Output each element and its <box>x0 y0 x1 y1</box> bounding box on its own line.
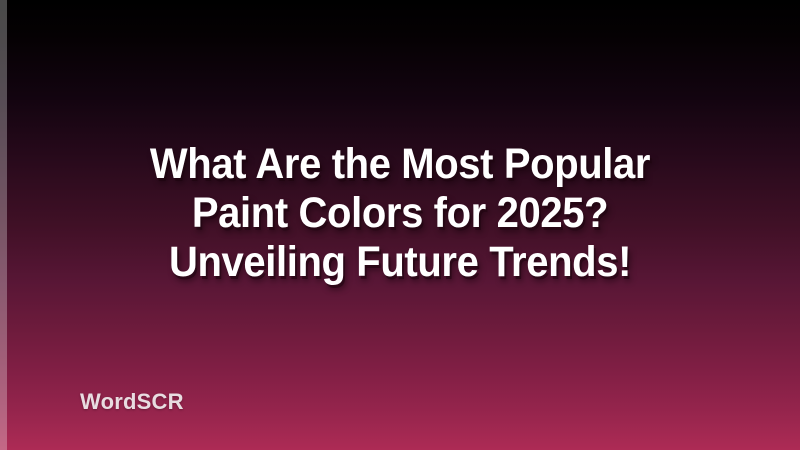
title-line-3: Unveiling Future Trends! <box>168 238 632 286</box>
page-title: What Are the Most Popular Paint Colors f… <box>0 143 800 284</box>
title-line-2: Paint Colors for 2025? <box>191 189 609 237</box>
brand-logo-text: WordSCR <box>80 389 184 414</box>
title-line-1: What Are the Most Popular <box>149 140 651 188</box>
